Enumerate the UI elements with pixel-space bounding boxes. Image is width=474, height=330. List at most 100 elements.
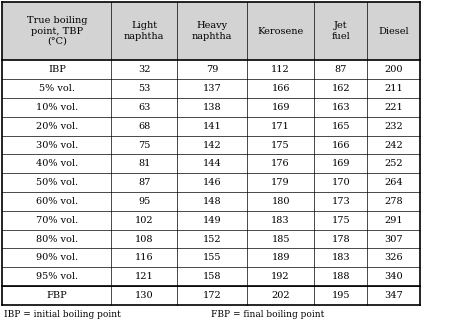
Text: 183: 183 — [331, 253, 350, 262]
Text: 307: 307 — [384, 235, 403, 244]
Text: 142: 142 — [202, 141, 221, 149]
Text: 81: 81 — [138, 159, 150, 168]
Text: 10% vol.: 10% vol. — [36, 103, 78, 112]
Bar — [2, 60, 111, 79]
Bar — [2, 117, 111, 136]
Text: 171: 171 — [271, 122, 290, 131]
Bar — [247, 2, 314, 60]
Text: 242: 242 — [384, 141, 403, 149]
Text: 130: 130 — [135, 291, 154, 300]
Bar — [177, 79, 247, 98]
Bar — [2, 267, 111, 286]
Bar — [314, 267, 367, 286]
Text: 183: 183 — [271, 216, 290, 225]
Bar — [111, 2, 177, 60]
Bar — [111, 192, 177, 211]
Text: 176: 176 — [271, 159, 290, 168]
Text: 232: 232 — [384, 122, 403, 131]
Bar — [2, 136, 111, 154]
Bar — [247, 286, 314, 305]
Bar — [247, 267, 314, 286]
Bar — [111, 98, 177, 117]
Text: 179: 179 — [271, 178, 290, 187]
Text: Heavy
naphtha: Heavy naphtha — [191, 21, 232, 41]
Bar — [2, 192, 111, 211]
Bar — [177, 192, 247, 211]
Text: 169: 169 — [271, 103, 290, 112]
Text: FBP = final boiling point: FBP = final boiling point — [211, 310, 325, 319]
Text: 95% vol.: 95% vol. — [36, 272, 78, 281]
Text: 185: 185 — [271, 235, 290, 244]
Text: 165: 165 — [331, 122, 350, 131]
Bar — [314, 248, 367, 267]
Text: 188: 188 — [331, 272, 350, 281]
Text: 264: 264 — [384, 178, 403, 187]
Bar — [314, 136, 367, 154]
Text: IBP: IBP — [48, 65, 66, 74]
Bar — [2, 154, 111, 173]
Text: 79: 79 — [206, 65, 218, 74]
Bar — [247, 117, 314, 136]
Text: 180: 180 — [271, 197, 290, 206]
Text: 116: 116 — [135, 253, 154, 262]
Text: 80% vol.: 80% vol. — [36, 235, 78, 244]
Bar — [111, 248, 177, 267]
Text: 252: 252 — [384, 159, 403, 168]
Text: 50% vol.: 50% vol. — [36, 178, 78, 187]
Bar — [367, 248, 420, 267]
Text: 87: 87 — [335, 65, 347, 74]
Text: 169: 169 — [331, 159, 350, 168]
Text: 148: 148 — [202, 197, 221, 206]
Bar — [367, 136, 420, 154]
Text: 68: 68 — [138, 122, 150, 131]
Bar — [367, 286, 420, 305]
Bar — [314, 230, 367, 248]
Bar — [177, 211, 247, 230]
Bar — [111, 173, 177, 192]
Bar — [247, 192, 314, 211]
Text: 5% vol.: 5% vol. — [39, 84, 75, 93]
Bar — [111, 117, 177, 136]
Bar — [2, 79, 111, 98]
Text: 173: 173 — [331, 197, 350, 206]
Bar — [367, 211, 420, 230]
Text: 175: 175 — [271, 141, 290, 149]
Text: 170: 170 — [331, 178, 350, 187]
Bar — [111, 230, 177, 248]
Bar — [314, 192, 367, 211]
Bar — [177, 117, 247, 136]
Bar — [177, 136, 247, 154]
Text: 141: 141 — [202, 122, 221, 131]
Bar — [247, 230, 314, 248]
Bar — [2, 98, 111, 117]
Text: True boiling
point, TBP
(°C): True boiling point, TBP (°C) — [27, 16, 87, 46]
Bar — [367, 192, 420, 211]
Text: 175: 175 — [331, 216, 350, 225]
Bar — [247, 60, 314, 79]
Bar — [2, 286, 111, 305]
Bar — [314, 2, 367, 60]
Text: 144: 144 — [202, 159, 221, 168]
Text: 53: 53 — [138, 84, 150, 93]
Text: 195: 195 — [331, 291, 350, 300]
Bar — [111, 79, 177, 98]
Bar — [111, 154, 177, 173]
Text: Light
naphtha: Light naphtha — [124, 21, 164, 41]
Bar — [111, 60, 177, 79]
Bar — [2, 211, 111, 230]
Bar — [367, 267, 420, 286]
Bar — [111, 286, 177, 305]
Bar — [247, 79, 314, 98]
Text: 211: 211 — [384, 84, 403, 93]
Bar — [177, 173, 247, 192]
Bar — [367, 60, 420, 79]
Text: 158: 158 — [202, 272, 221, 281]
Text: Kerosene: Kerosene — [257, 26, 304, 36]
Bar — [367, 230, 420, 248]
Bar — [177, 2, 247, 60]
Text: 166: 166 — [271, 84, 290, 93]
Text: 192: 192 — [271, 272, 290, 281]
Text: 291: 291 — [384, 216, 403, 225]
Text: 202: 202 — [271, 291, 290, 300]
Bar — [2, 2, 111, 60]
